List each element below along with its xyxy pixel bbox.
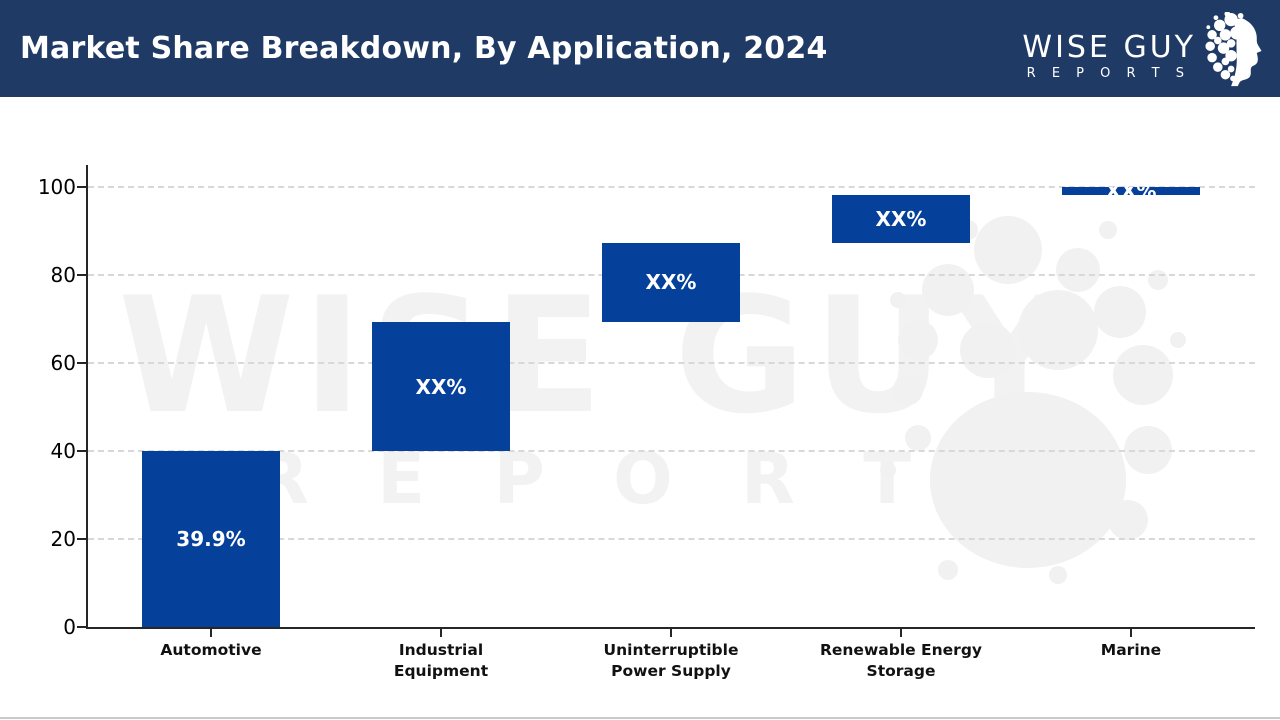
watermark-head-icon: [880, 216, 1186, 584]
y-tick-label-0: 0: [63, 615, 76, 639]
gridline-20: [88, 538, 1255, 540]
bar-uninterruptible-power-supply: XX%: [602, 243, 740, 322]
y-tick-label-60: 60: [50, 351, 76, 375]
y-tick-40: [77, 450, 86, 452]
brand-logo-name: WISE GUY: [1022, 30, 1196, 65]
header-band: Market Share Breakdown, By Application, …: [0, 0, 1280, 97]
bar-value-label-industrial-equipment: XX%: [415, 374, 467, 399]
brand-logo: WISE GUY R E P O R T S: [1022, 8, 1266, 90]
gridline-40: [88, 450, 1255, 452]
brand-head-icon: [1205, 12, 1262, 87]
category-label-uninterruptible-power-supply: Uninterruptible Power Supply: [603, 641, 739, 680]
y-tick-20: [77, 538, 86, 540]
x-tick-automotive: [210, 629, 212, 637]
category-label-renewable-energy-storage: Renewable Energy Storage: [819, 641, 983, 680]
y-tick-label-20: 20: [50, 527, 76, 551]
y-tick-label-100: 100: [37, 175, 76, 199]
bar-automotive: 39.9%: [142, 451, 280, 627]
gridline-100: [88, 186, 1255, 188]
y-tick-label-80: 80: [50, 263, 76, 287]
y-tick-60: [77, 362, 86, 364]
page-bottom-rule: [0, 717, 1280, 719]
y-axis-spine: [86, 165, 88, 629]
x-tick-renewable-energy-storage: [900, 629, 902, 637]
bar-value-label-uninterruptible-power-supply: XX%: [645, 270, 697, 295]
chart-title: Market Share Breakdown, By Application, …: [20, 31, 828, 66]
gridline-60: [88, 362, 1255, 364]
category-label-industrial-equipment: Industrial Equipment: [393, 641, 489, 680]
bar-value-label-marine: XX%: [1106, 187, 1157, 195]
bar-value-label-automotive: 39.9%: [176, 527, 246, 552]
bar-industrial-equipment: XX%: [372, 321, 510, 452]
y-tick-80: [77, 274, 86, 276]
bar-marine: XX%: [1062, 187, 1200, 196]
y-tick-100: [77, 186, 86, 188]
x-tick-marine: [1130, 629, 1132, 637]
y-tick-0: [77, 626, 86, 628]
y-tick-label-40: 40: [50, 439, 76, 463]
category-label-automotive: Automotive: [160, 641, 262, 659]
bar-renewable-energy-storage: XX%: [832, 195, 970, 244]
bar-value-label-renewable-energy-storage: XX%: [875, 207, 927, 232]
brand-logo-tagline: R E P O R T S: [1026, 66, 1190, 81]
x-tick-industrial-equipment: [440, 629, 442, 637]
category-label-marine: Marine: [1100, 641, 1162, 659]
x-tick-uninterruptible-power-supply: [670, 629, 672, 637]
x-axis-spine: [86, 627, 1255, 629]
